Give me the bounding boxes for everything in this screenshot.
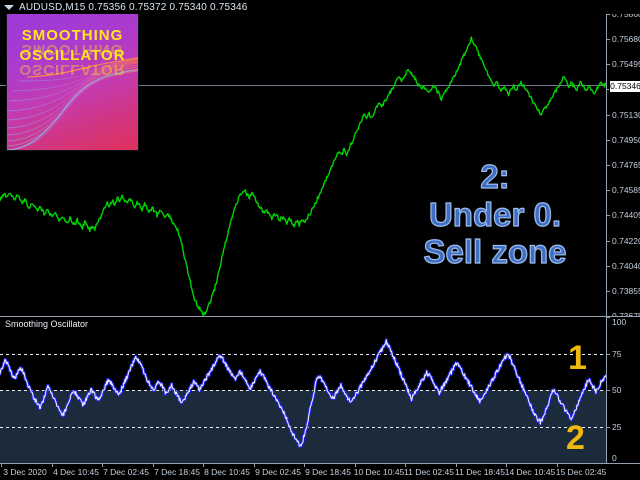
price-axis-label: 0.74220 [612,236,640,246]
time-axis-tick [102,464,103,467]
indicator-level-line-25 [0,427,606,428]
price-axis-tick [607,266,610,267]
price-axis-label: 0.75680 [612,34,640,44]
indicator-axis-label: 100 [612,317,627,327]
time-axis-label: 7 Dec 02:45 [103,467,149,477]
logo-line2: OSCILLATOR [19,47,126,64]
time-axis-tick [355,464,356,467]
time-axis[interactable]: 3 Dec 2020 4 Dec 10:45 7 Dec 02:45 7 Dec 18… [0,463,640,480]
price-axis-tick [607,215,610,216]
pane-separator [0,316,640,317]
time-axis-tick [52,464,53,467]
time-axis-tick [304,464,305,467]
price-axis-label: 0.74765 [612,160,640,170]
chevron-down-icon[interactable] [4,5,14,10]
indicator-name-label: Smoothing Oscillator [5,319,89,329]
logo-line1: SMOOTHING [21,27,124,44]
time-axis-tick [506,464,507,467]
time-axis-tick [1,464,2,467]
price-axis[interactable]: 0.75346 0.758600.756800.754950.753150.75… [606,9,640,321]
zone-marker-2: 2 [566,419,585,457]
indicator-axis-tick [607,317,610,318]
time-axis-tick [405,464,406,467]
price-axis-tick [607,115,610,116]
symbol-ohlc-text: AUDUSD,M15 0.75356 0.75372 0.75340 0.753… [19,1,248,13]
current-price-label: 0.75346 [609,80,640,93]
time-axis-tick [153,464,154,467]
price-axis-tick [607,291,610,292]
time-axis-tick [254,464,255,467]
time-axis-label: 11 Dec 18:45 [455,467,505,477]
indicator-axis-label: 25 [612,422,622,432]
time-axis-label: 9 Dec 02:45 [255,467,301,477]
indicator-level-line-75 [0,354,606,355]
price-axis-tick [607,241,610,242]
indicator-axis-label: 75 [612,349,622,359]
price-axis-label: 0.74040 [612,261,640,271]
indicator-axis-label: 0 [612,453,617,463]
price-axis-label: 0.74950 [612,135,640,145]
oscillator-line-chart [0,338,606,448]
price-axis-tick [607,140,610,141]
symbol-bar: AUDUSD,M15 0.75356 0.75372 0.75340 0.753… [0,0,640,14]
time-axis-label: 3 Dec 2020 [3,467,47,477]
time-axis-label: 15 Dec 02:45 [555,467,607,477]
time-axis-label: 8 Dec 10:45 [204,467,250,477]
indicator-axis-tick [607,390,610,391]
price-axis-tick [607,89,610,90]
price-axis-tick [607,64,610,65]
zone-marker-1: 1 [568,339,587,377]
price-axis-tick [607,165,610,166]
price-axis-label: 0.74585 [612,185,640,195]
price-axis-label: 0.75130 [612,110,640,120]
indicator-level-line-50 [0,390,606,391]
time-axis-label: 4 Dec 10:45 [53,467,99,477]
price-axis-tick [607,39,610,40]
price-axis-tick [607,14,610,15]
price-axis-label: 0.75495 [612,59,640,69]
time-axis-tick [557,464,558,467]
indicator-sell-zone-fill [0,390,606,463]
indicator-axis-tick [607,427,610,428]
indicator-axis-label: 50 [612,385,622,395]
product-logo: SMOOTHING OSCILLATOR SMOOTHING OSCILLATO… [6,12,139,151]
price-line-chart [0,36,606,316]
price-axis-label: 0.75860 [612,9,640,19]
price-axis-tick [607,190,610,191]
time-axis-label: 14 Dec 10:45 [504,467,556,477]
time-axis-label: 10 Dec 10:45 [353,467,405,477]
time-axis-label: 7 Dec 18:45 [154,467,200,477]
price-axis-label: 0.73855 [612,286,640,296]
current-price-level-line [0,85,606,86]
indicator-pane[interactable]: Smoothing Oscillator [0,317,606,463]
logo-curve-graphic [7,57,138,150]
time-axis-tick [203,464,204,467]
time-axis-label: 11 Dec 02:45 [404,467,454,477]
indicator-axis-tick [607,354,610,355]
indicator-axis[interactable]: 100 75 50 25 0 [606,317,640,464]
time-axis-tick [456,464,457,467]
time-axis-label: 9 Dec 18:45 [305,467,351,477]
price-axis-label: 0.74405 [612,210,640,220]
